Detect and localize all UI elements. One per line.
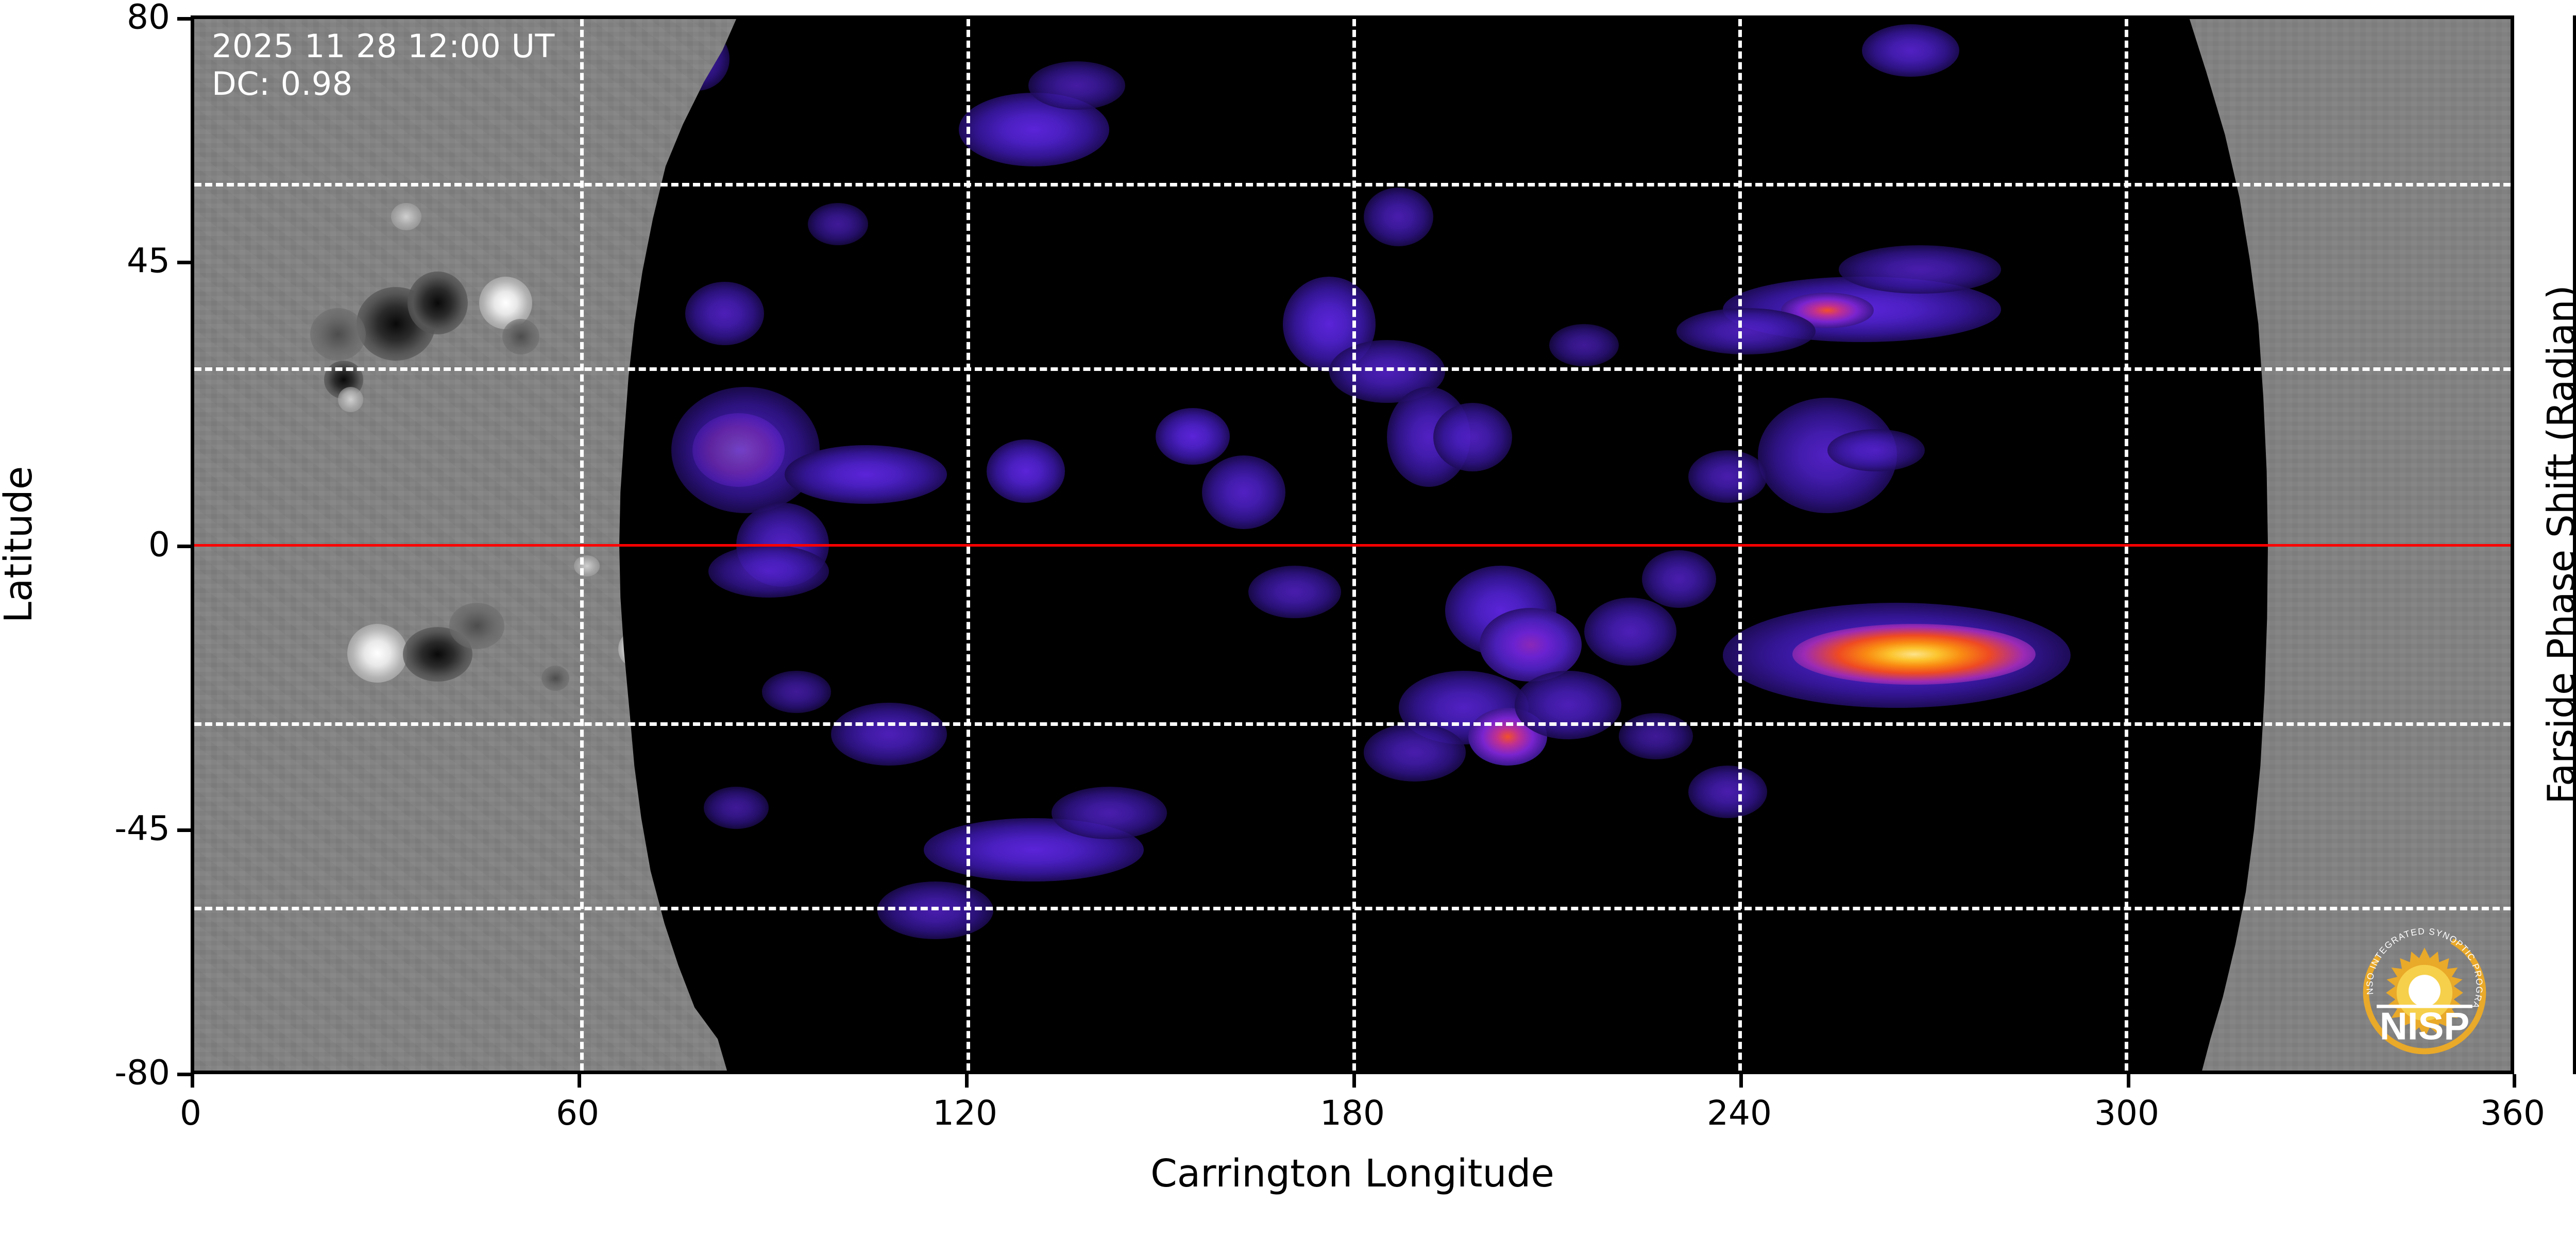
xtick-180 — [1352, 1074, 1356, 1088]
ytick-neg45 — [177, 828, 191, 832]
farside-active-region — [986, 439, 1065, 503]
timestamp-annotation: 2025 11 28 12:00 UT DC: 0.98 — [212, 27, 555, 103]
farside-active-region — [761, 671, 832, 714]
colorbar-farside-phase-shift — [2573, 15, 2576, 1074]
farside-active-region — [1862, 24, 1959, 77]
farside-active-region — [1329, 340, 1445, 403]
gridline-latitude-neg55 — [194, 906, 2511, 910]
farside-active-region — [685, 282, 764, 345]
xtick-label-120: 120 — [933, 1093, 997, 1133]
yaxis-title: Latitude — [0, 466, 41, 623]
ytick-neg80 — [177, 1073, 191, 1076]
farside-active-region — [1723, 277, 2001, 342]
ytick-45 — [177, 261, 191, 264]
farside-active-region — [1480, 607, 1582, 682]
xtick-label-360: 360 — [2480, 1093, 2545, 1133]
farside-active-region — [1445, 566, 1556, 655]
ytick-label-neg80: -80 — [114, 1053, 170, 1093]
farside-active-region — [958, 92, 1109, 166]
xaxis-title: Carrington Longitude — [1150, 1151, 1554, 1196]
active-region-positive — [347, 623, 408, 683]
gridline-latitude-27 — [194, 367, 2511, 371]
farside-active-region — [1688, 450, 1767, 503]
plot-area: 2025 11 28 12:00 UT DC: 0.98 NSO INTEGRAT… — [191, 15, 2514, 1074]
xtick-label-0: 0 — [180, 1093, 201, 1133]
farside-active-region — [692, 413, 785, 487]
farside-active-region — [1584, 597, 1677, 666]
farside-active-region — [785, 445, 947, 504]
farside-active-region — [671, 387, 820, 514]
farside-active-region — [1364, 187, 1434, 246]
farside-active-region — [1839, 245, 2001, 294]
active-region-negative — [407, 271, 468, 335]
farside-active-region — [1792, 623, 2036, 685]
xtick-label-240: 240 — [1707, 1093, 1772, 1133]
equator-line — [194, 544, 2511, 547]
ytick-80 — [177, 17, 191, 21]
farside-active-region — [1028, 61, 1126, 110]
active-region-negative-weak — [449, 602, 505, 649]
active-region-positive-weak — [337, 387, 364, 413]
xtick-label-300: 300 — [2094, 1093, 2159, 1133]
xtick-label-180: 180 — [1320, 1093, 1385, 1133]
logo-sun-core — [2409, 975, 2441, 1007]
active-region-positive-weak — [391, 203, 421, 231]
farside-active-region — [1051, 786, 1167, 839]
gridline-latitude-neg27 — [194, 722, 2511, 726]
farside-active-region — [1398, 671, 1529, 745]
farside-active-region — [1688, 766, 1767, 819]
logo-rule — [2377, 1005, 2472, 1008]
gridline-latitude-55 — [194, 183, 2511, 187]
farside-active-region — [1757, 397, 1897, 514]
farside-active-region — [1364, 723, 1466, 782]
active-region-negative-weak — [502, 318, 539, 355]
colorbar-farside-title: Farside Phase Shift (Radian) — [2539, 285, 2576, 804]
ytick-0 — [177, 545, 191, 548]
farside-active-region — [1549, 324, 1619, 366]
farside-active-region — [924, 818, 1144, 881]
ytick-label-45: 45 — [127, 241, 170, 281]
farside-active-region — [831, 702, 947, 766]
xtick-360 — [2513, 1074, 2516, 1088]
farside-active-region — [1468, 707, 1547, 766]
farside-active-region — [1723, 602, 2071, 708]
farside-active-region — [1387, 387, 1471, 487]
farside-active-region — [1433, 402, 1513, 471]
farside-active-region — [704, 786, 769, 829]
xtick-label-60: 60 — [556, 1093, 599, 1133]
farside-active-region — [1619, 713, 1693, 759]
farside-active-region — [1781, 292, 1874, 329]
ytick-label-0: 0 — [148, 524, 170, 565]
farside-active-region — [1827, 429, 1925, 471]
farside-active-region — [1514, 671, 1621, 740]
logo-ring — [2363, 931, 2486, 1055]
xtick-0 — [191, 1074, 194, 1088]
duty-cycle-text: DC: 0.98 — [212, 65, 353, 103]
farside-active-region — [1283, 277, 1376, 371]
xtick-240 — [1739, 1074, 1743, 1088]
nisp-logo: NSO INTEGRATED SYNOPTIC PROGRAM NISP — [2358, 926, 2486, 1055]
active-region-negative-weak — [310, 308, 366, 361]
farside-active-region — [877, 881, 994, 939]
ytick-label-80: 80 — [127, 0, 170, 37]
active-region-positive-weak — [574, 555, 600, 576]
farside-active-region — [1676, 308, 1816, 355]
farside-active-region — [708, 545, 829, 598]
farside-active-region — [1642, 550, 1716, 608]
xtick-120 — [965, 1074, 969, 1088]
timestamp-text: 2025 11 28 12:00 UT — [212, 27, 555, 65]
farside-active-region — [1201, 455, 1285, 529]
active-region-negative-weak — [541, 666, 570, 691]
xtick-60 — [578, 1074, 581, 1088]
farside-active-region — [1248, 566, 1341, 619]
ytick-label-neg45: -45 — [114, 808, 170, 849]
xtick-300 — [2127, 1074, 2130, 1088]
logo-acronym: NISP — [2380, 1004, 2470, 1047]
farside-active-region — [1155, 408, 1230, 465]
farside-active-region — [808, 203, 869, 245]
